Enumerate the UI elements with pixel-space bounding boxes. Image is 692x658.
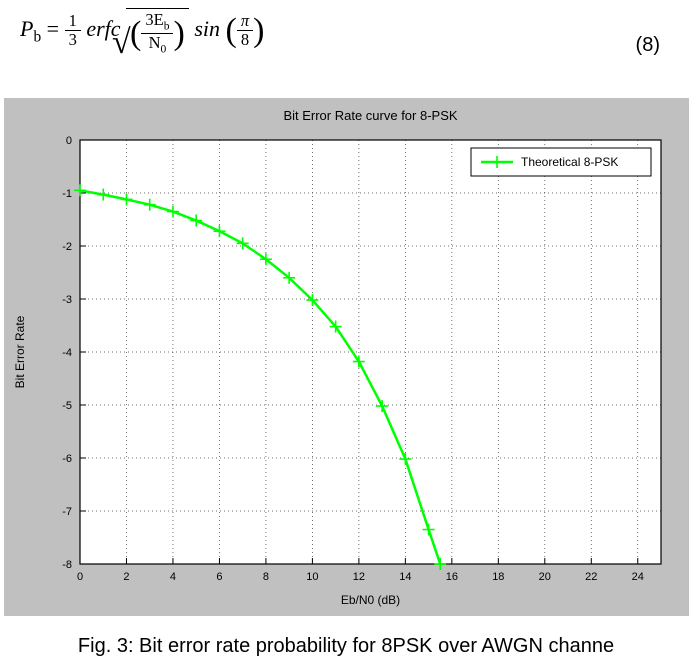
figure-caption: Fig. 3: Bit error rate probability for 8… xyxy=(0,635,692,658)
svg-text:16: 16 xyxy=(446,571,458,583)
svg-text:20: 20 xyxy=(539,571,551,583)
svg-text:-4: -4 xyxy=(62,347,72,359)
eq-coef-num: 1 xyxy=(65,12,81,31)
svg-text:-2: -2 xyxy=(62,241,72,253)
svg-text:-8: -8 xyxy=(62,559,72,571)
svg-text:10: 10 xyxy=(306,571,318,583)
svg-text:Theoretical 8-PSK: Theoretical 8-PSK xyxy=(521,155,618,169)
equation-number: (8) xyxy=(636,34,660,57)
eq-inner-num-sub: b xyxy=(164,20,170,32)
eq-coef-frac: 1 3 xyxy=(65,12,81,49)
eq-inner-den: N xyxy=(149,33,161,52)
svg-text:12: 12 xyxy=(353,571,365,583)
eq-inner-den-sub: 0 xyxy=(160,43,166,55)
svg-text:6: 6 xyxy=(216,571,222,583)
equation: Pb = 1 3 erfc √ ( 3Eb N0 ) sin ( π xyxy=(20,16,264,41)
svg-text:22: 22 xyxy=(585,571,597,583)
svg-text:Eb/N0 (dB): Eb/N0 (dB) xyxy=(341,593,400,607)
eq-sqrt: √ ( 3Eb N0 ) xyxy=(126,6,189,56)
svg-text:-7: -7 xyxy=(62,506,72,518)
chart-figure: 024681012141618202224-8-7-6-5-4-3-2-10Bi… xyxy=(4,98,689,616)
eq-sin-num: π xyxy=(237,12,253,31)
svg-text:8: 8 xyxy=(263,571,269,583)
svg-text:Bit Error Rate curve for 8-PSK: Bit Error Rate curve for 8-PSK xyxy=(283,108,457,123)
svg-text:Bit Error Rate: Bit Error Rate xyxy=(13,315,27,388)
eq-sin-arg: π 8 xyxy=(237,12,253,49)
eq-inner-num: 3E xyxy=(145,10,163,29)
svg-text:14: 14 xyxy=(399,571,411,583)
svg-text:-5: -5 xyxy=(62,400,72,412)
eq-sin: sin xyxy=(194,16,220,41)
svg-text:-6: -6 xyxy=(62,453,72,465)
equation-row: Pb = 1 3 erfc √ ( 3Eb N0 ) sin ( π xyxy=(20,6,670,70)
eq-inner-frac: 3Eb N0 xyxy=(141,11,173,56)
svg-text:0: 0 xyxy=(77,571,83,583)
svg-text:4: 4 xyxy=(170,571,176,583)
page: Pb = 1 3 erfc √ ( 3Eb N0 ) sin ( π xyxy=(0,0,692,658)
eq-lhs-sym: P xyxy=(20,16,33,41)
eq-lhs-sub: b xyxy=(33,28,41,45)
svg-text:-3: -3 xyxy=(62,294,72,306)
svg-text:2: 2 xyxy=(123,571,129,583)
svg-text:0: 0 xyxy=(66,135,72,147)
svg-text:-1: -1 xyxy=(62,188,72,200)
chart-svg: 024681012141618202224-8-7-6-5-4-3-2-10Bi… xyxy=(4,98,689,616)
svg-text:18: 18 xyxy=(492,571,504,583)
eq-sin-den: 8 xyxy=(237,31,253,49)
eq-coef-den: 3 xyxy=(65,31,81,49)
svg-text:24: 24 xyxy=(632,571,644,583)
